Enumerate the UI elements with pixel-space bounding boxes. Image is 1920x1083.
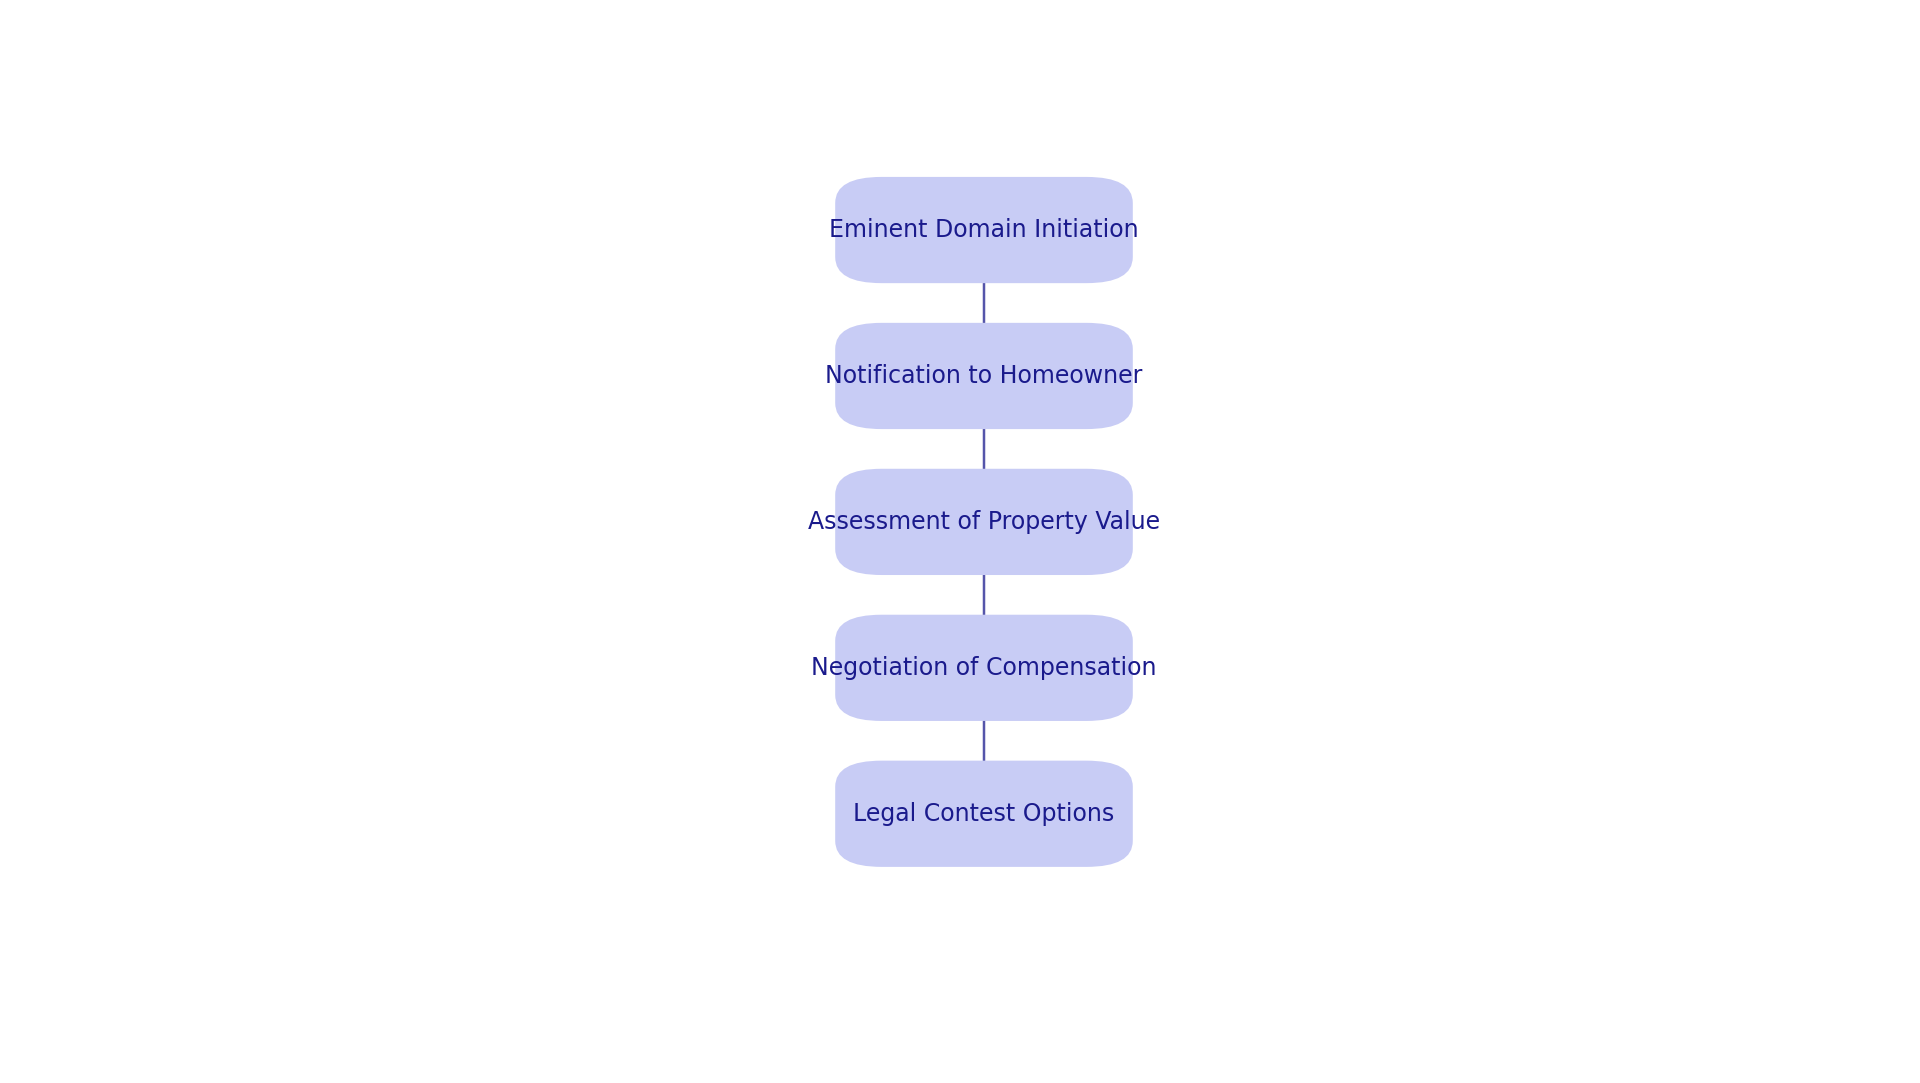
Text: Assessment of Property Value: Assessment of Property Value [808, 510, 1160, 534]
Text: Legal Contest Options: Legal Contest Options [852, 801, 1116, 825]
Text: Negotiation of Compensation: Negotiation of Compensation [812, 656, 1156, 680]
FancyBboxPatch shape [835, 760, 1133, 866]
FancyBboxPatch shape [835, 177, 1133, 283]
FancyBboxPatch shape [835, 615, 1133, 721]
FancyBboxPatch shape [835, 323, 1133, 429]
Text: Eminent Domain Initiation: Eminent Domain Initiation [829, 218, 1139, 242]
Text: Notification to Homeowner: Notification to Homeowner [826, 364, 1142, 388]
FancyBboxPatch shape [835, 469, 1133, 575]
